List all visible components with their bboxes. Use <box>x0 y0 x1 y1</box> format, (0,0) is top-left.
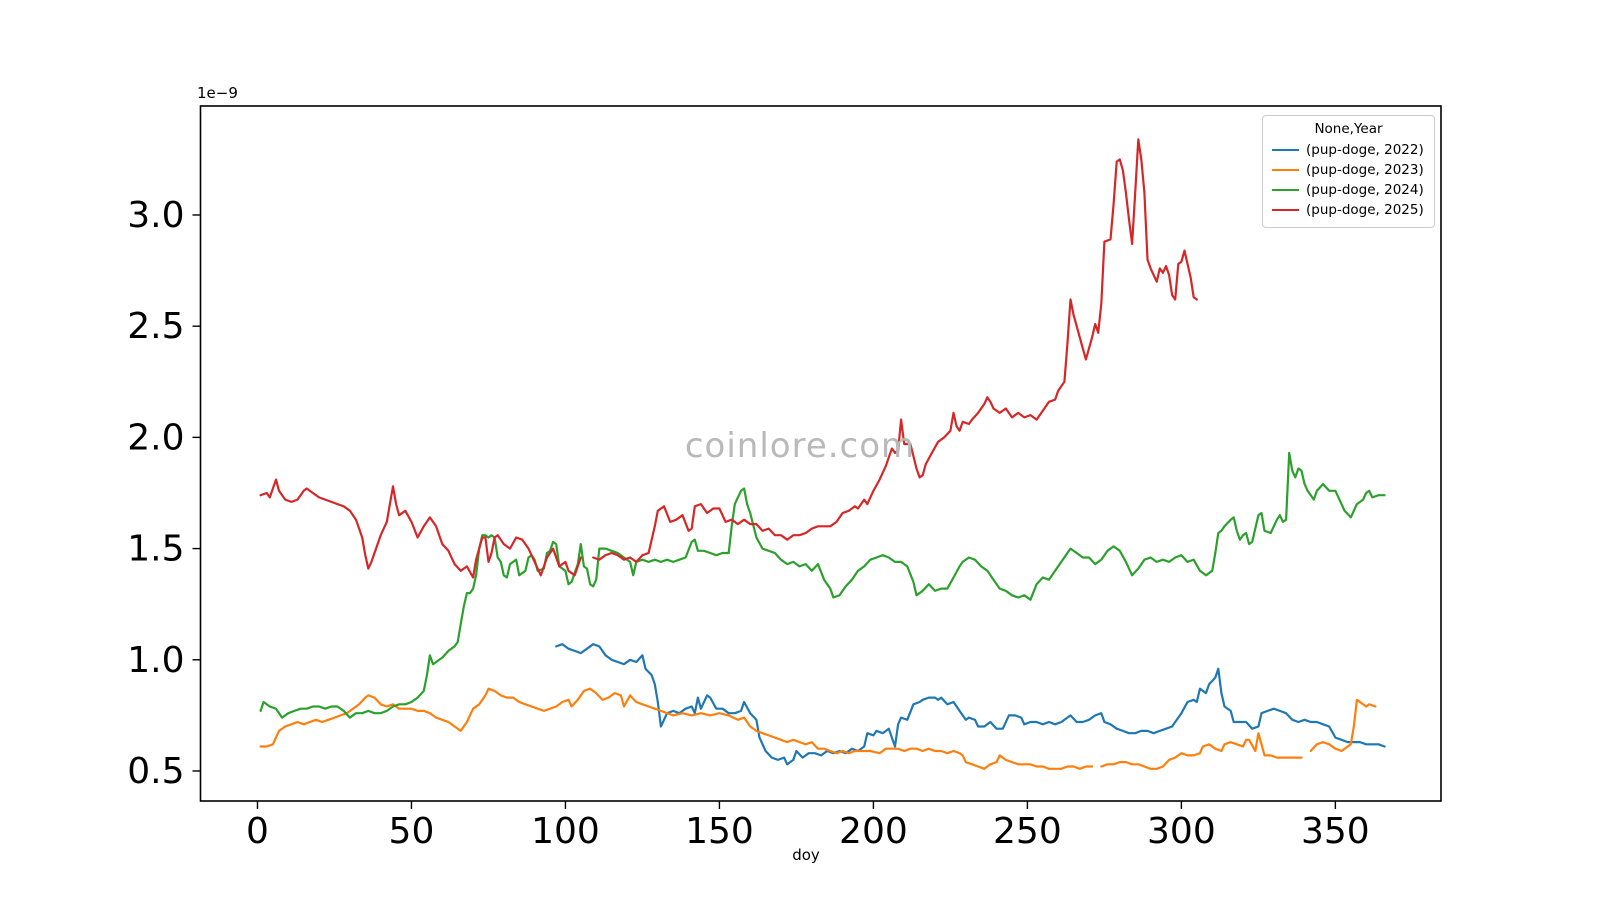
legend-entry-label: (pup-doge, 2023) <box>1306 162 1424 178</box>
series-line-pup-doge-2025 <box>259 478 582 579</box>
legend-line-sample <box>1272 189 1299 191</box>
y-axis-offset-text: 1e−9 <box>197 84 238 102</box>
x-tick-label: 100 <box>531 811 600 852</box>
legend-line-sample <box>1272 149 1299 151</box>
y-tick-label: 3.0 <box>127 195 184 236</box>
x-tick-label: 300 <box>1147 811 1216 852</box>
legend-line-sample <box>1272 209 1299 211</box>
x-tick-label: 250 <box>993 811 1062 852</box>
legend-entry: (pup-doge, 2025) <box>1272 200 1425 220</box>
watermark: coinlore.com <box>684 426 916 466</box>
y-tick-label: 1.0 <box>127 640 184 681</box>
legend-entry: (pup-doge, 2024) <box>1272 180 1425 200</box>
series-line-pup-doge-2025 <box>592 138 1198 564</box>
series-line-pup-doge-2023 <box>1309 698 1377 753</box>
x-tick-label: 150 <box>685 811 754 852</box>
series-line-pup-doge-2023 <box>259 687 1094 770</box>
legend-entry-label: (pup-doge, 2022) <box>1306 142 1424 158</box>
legend-entry: (pup-doge, 2023) <box>1272 160 1425 180</box>
x-tick-label: 200 <box>839 811 908 852</box>
legend-entry-label: (pup-doge, 2024) <box>1306 182 1424 198</box>
series-line-pup-doge-2022 <box>555 643 1386 766</box>
legend-title: None,Year <box>1314 121 1383 137</box>
legend: None,Year (pup-doge, 2022) (pup-doge, 202… <box>1262 115 1435 228</box>
y-tick-label: 0.5 <box>127 751 184 792</box>
x-tick-label: 0 <box>246 811 269 852</box>
y-tick-label: 2.5 <box>127 306 184 347</box>
series-line-pup-doge-2024 <box>259 451 1386 719</box>
y-tick-label: 2.0 <box>127 417 184 458</box>
y-tick-label: 1.5 <box>127 529 184 570</box>
legend-entry-label: (pup-doge, 2025) <box>1306 202 1424 218</box>
series-line-pup-doge-2023 <box>1100 732 1303 770</box>
x-tick-label: 50 <box>389 811 435 852</box>
legend-line-sample <box>1272 169 1299 171</box>
legend-entry: (pup-doge, 2022) <box>1272 140 1425 160</box>
x-tick-label: 350 <box>1301 811 1370 852</box>
x-axis-label: doy <box>792 846 820 864</box>
axes-frame <box>199 105 1442 802</box>
